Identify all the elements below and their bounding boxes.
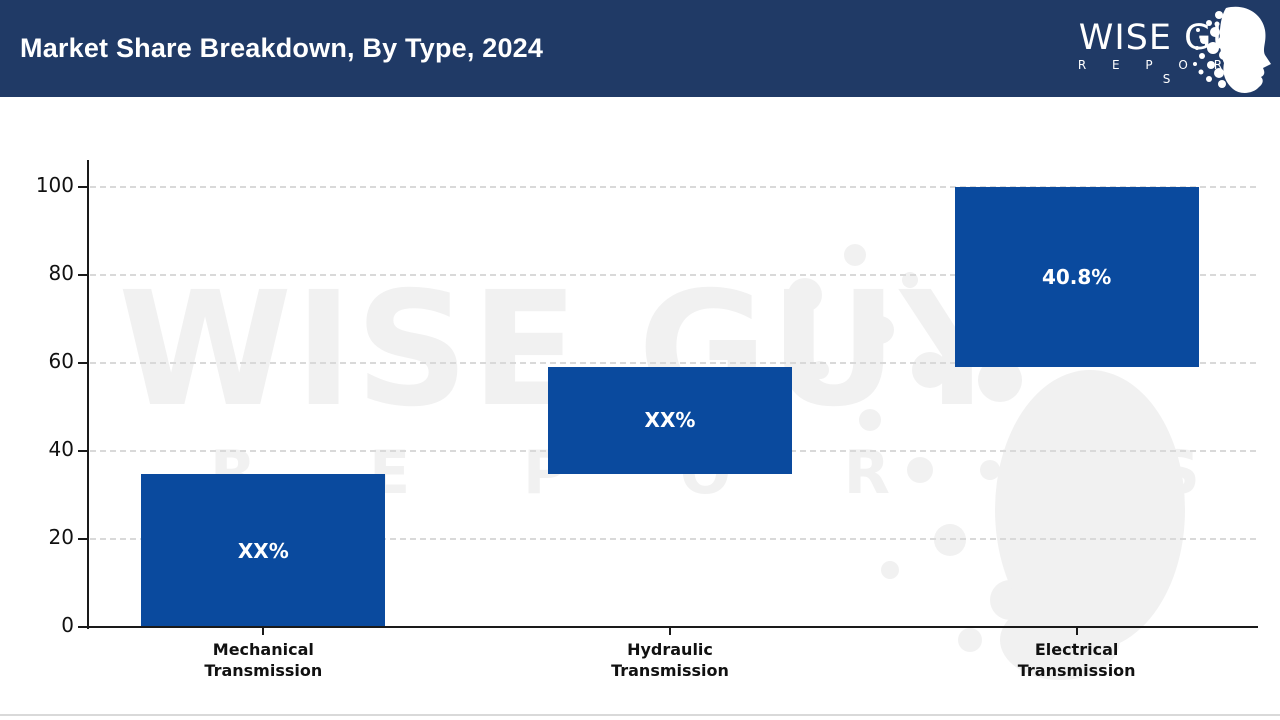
y-axis-line <box>87 160 89 629</box>
y-tick-mark <box>78 274 87 276</box>
y-tick-label: 60 <box>48 349 74 373</box>
chart-title: Market Share Breakdown, By Type, 2024 <box>20 33 544 63</box>
bar-value-label: XX% <box>644 408 696 433</box>
bar-segment: XX% <box>141 474 386 627</box>
y-gridline <box>90 538 1256 540</box>
x-category-label: Hydraulic Transmission <box>611 640 729 680</box>
y-tick-mark <box>78 186 87 188</box>
y-tick-mark <box>78 538 87 540</box>
y-tick-mark <box>78 362 87 364</box>
y-tick-label: 0 <box>61 613 74 637</box>
x-tick-mark <box>1075 627 1078 635</box>
bar-value-label: 40.8% <box>1041 264 1112 289</box>
y-tick-mark <box>78 626 87 628</box>
y-gridline <box>90 362 1256 364</box>
y-tick-label: 80 <box>48 261 74 285</box>
wise-guy-reports-logo: WISE GUY R E P O R T S <box>1026 0 1276 97</box>
y-gridline <box>90 186 1256 188</box>
x-category-label: Mechanical Transmission <box>204 640 323 680</box>
bar-segment: 40.8% <box>954 187 1199 367</box>
y-tick-label: 20 <box>48 525 74 549</box>
bar-value-label: XX% <box>237 538 289 563</box>
bottom-border-line <box>0 714 1280 716</box>
y-gridline <box>90 274 1256 276</box>
y-tick-mark <box>78 450 87 452</box>
x-category-label: Electrical Transmission <box>1017 640 1136 680</box>
y-tick-label: 40 <box>48 437 74 461</box>
x-tick-mark <box>262 627 265 635</box>
y-tick-label: 100 <box>35 173 74 197</box>
watermark-dotted-face <box>788 244 1185 680</box>
x-axis-line <box>87 626 1258 628</box>
header-bar: Market Share Breakdown, By Type, 2024 WI… <box>0 0 1280 97</box>
x-tick-mark <box>669 627 671 635</box>
logo-dotted-face-icon <box>1193 6 1271 93</box>
bar-segment: XX% <box>548 366 792 475</box>
